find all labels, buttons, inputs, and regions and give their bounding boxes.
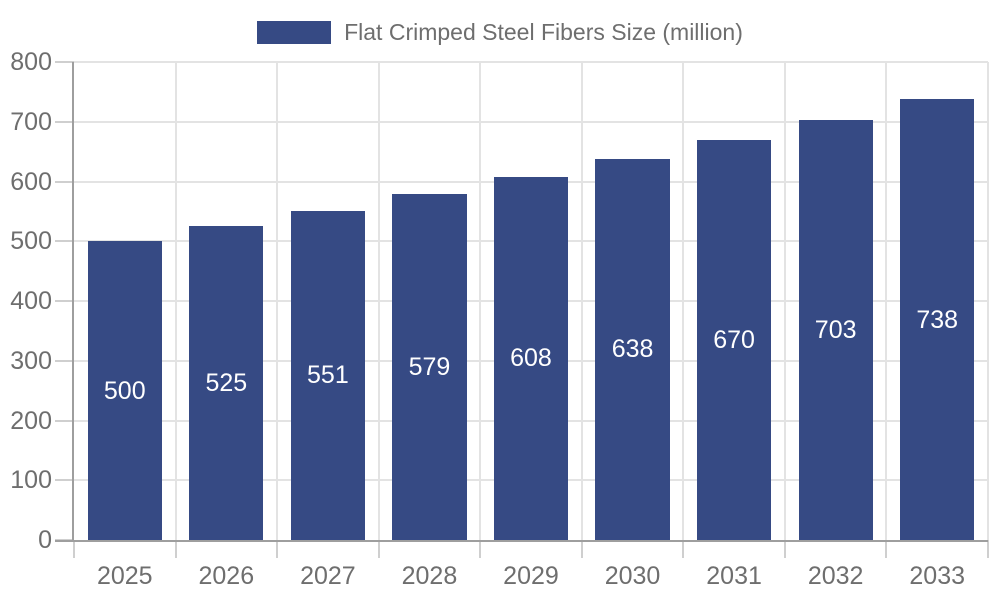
x-axis-category-label: 2033 [909, 562, 966, 590]
x-axis-tick [378, 540, 380, 558]
gridline-vertical [581, 62, 583, 540]
y-axis-tick-label: 300 [10, 347, 52, 375]
bar[interactable] [290, 210, 365, 540]
y-axis-tick [55, 360, 74, 362]
x-axis-tick [479, 540, 481, 558]
gridline-vertical [885, 62, 887, 540]
bar[interactable] [493, 176, 569, 540]
x-axis-category-label: 2032 [807, 562, 864, 590]
bar[interactable] [900, 99, 975, 540]
y-axis-tick-label: 0 [38, 526, 52, 554]
y-axis-tick-label: 100 [10, 466, 52, 494]
x-axis-tick [987, 540, 989, 558]
x-axis-tick [276, 540, 278, 558]
y-axis-tick [55, 479, 74, 481]
bar[interactable] [189, 226, 264, 540]
gridline-vertical [987, 62, 989, 540]
legend[interactable]: Flat Crimped Steel Fibers Size (million) [0, 21, 1000, 44]
legend-swatch-icon [257, 21, 332, 44]
bar-value-label: 703 [814, 315, 857, 344]
gridline-horizontal [74, 121, 988, 123]
x-axis-tick [682, 540, 684, 558]
gridline-vertical [276, 62, 278, 540]
x-axis-tick [885, 540, 887, 558]
y-axis-line [72, 62, 74, 540]
bar-value-label: 551 [307, 361, 349, 390]
bar-value-label: 638 [611, 335, 654, 364]
bar-value-label: 738 [916, 305, 959, 334]
bar-value-label: 525 [205, 369, 248, 398]
y-axis-tick-label: 500 [10, 227, 52, 255]
y-axis-tick [55, 240, 74, 242]
gridline-vertical [175, 62, 177, 540]
y-axis-tick [55, 121, 74, 123]
gridline-vertical [682, 62, 684, 540]
bar[interactable] [392, 194, 467, 540]
x-axis-tick [581, 540, 583, 558]
gridline-vertical [378, 62, 380, 540]
y-axis-tick-label: 700 [10, 108, 52, 136]
gridline-vertical [479, 62, 481, 540]
bar-value-label: 608 [510, 344, 552, 373]
y-axis-tick [55, 420, 74, 422]
bar-value-label: 579 [408, 353, 451, 382]
x-axis-tick [175, 540, 177, 558]
y-axis-tick [55, 300, 74, 302]
bar-value-label: 670 [713, 325, 755, 354]
bar[interactable] [697, 139, 772, 540]
x-axis-category-label: 2026 [198, 562, 255, 590]
x-axis-category-label: 2025 [96, 562, 153, 590]
x-axis-line [55, 540, 988, 542]
x-axis-category-label: 2028 [401, 562, 458, 590]
y-axis-tick-label: 800 [10, 48, 52, 76]
legend-label: Flat Crimped Steel Fibers Size (million) [344, 19, 743, 45]
x-axis-category-label: 2031 [706, 562, 762, 590]
x-axis-category-label: 2029 [503, 562, 559, 590]
x-axis-category-label: 2030 [604, 562, 661, 590]
bar-value-label: 500 [103, 376, 146, 405]
x-axis-tick [784, 540, 786, 558]
x-axis-category-label: 2027 [300, 562, 356, 590]
y-axis-tick-label: 400 [10, 287, 52, 315]
y-axis-tick-label: 200 [10, 407, 52, 435]
x-axis-tick [73, 540, 75, 558]
y-axis-tick [55, 181, 74, 183]
gridline-horizontal [74, 61, 988, 63]
y-axis-tick-label: 600 [10, 168, 52, 196]
y-axis-tick [55, 61, 74, 63]
bar[interactable] [798, 119, 873, 540]
bar[interactable] [87, 241, 162, 540]
bar[interactable] [595, 158, 670, 540]
gridline-vertical [784, 62, 786, 540]
